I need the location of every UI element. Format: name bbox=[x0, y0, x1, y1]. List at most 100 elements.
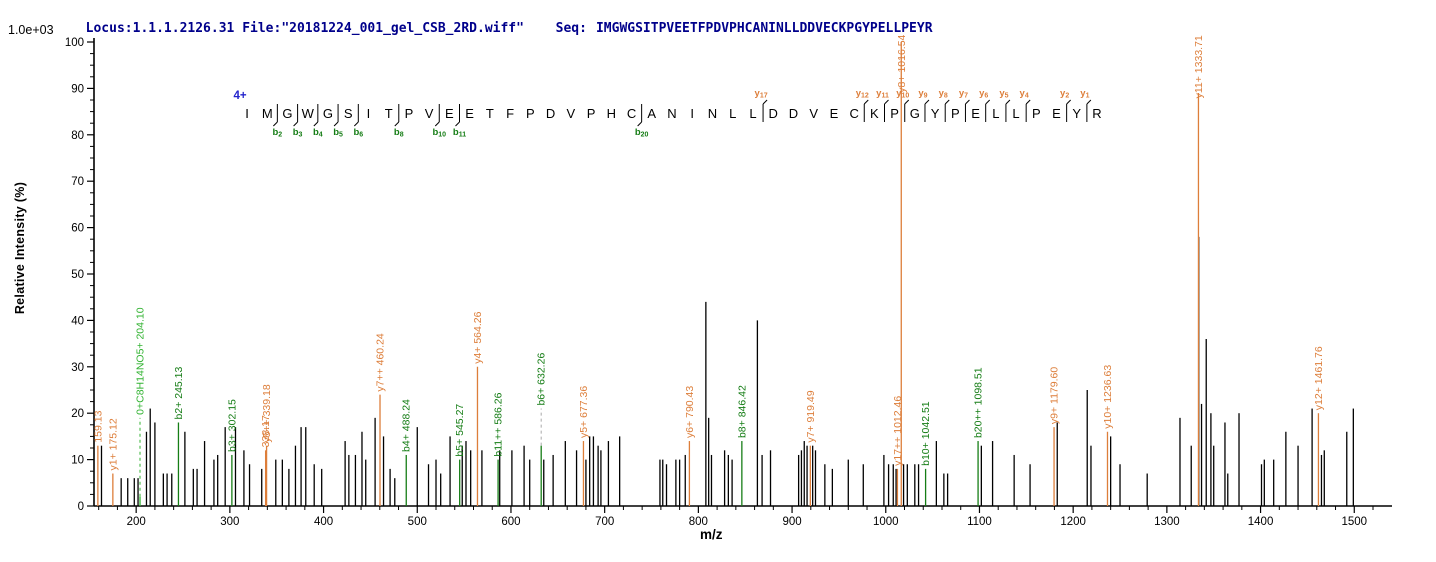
sequence-header: Seq: IMGWGSITPVEETFPDVPHCANINLLDDVECKPGYP… bbox=[540, 6, 933, 36]
y-ion-marker: y11 bbox=[876, 88, 889, 100]
peak-label: b10+ 1042.51 bbox=[920, 401, 932, 466]
residue-letter: P bbox=[890, 106, 899, 121]
y-tick-label: 90 bbox=[71, 83, 84, 95]
y-ion-tick bbox=[1066, 99, 1071, 105]
x-tick-label: 1000 bbox=[873, 516, 899, 528]
peak-label: y4+ 564.26 bbox=[472, 311, 484, 363]
residue-letter: D bbox=[546, 106, 555, 121]
b-ion-tick bbox=[394, 121, 400, 127]
x-tick-label: 1500 bbox=[1341, 516, 1367, 528]
peak-label: b6+ 632.26 bbox=[536, 353, 548, 406]
residue-letter: V bbox=[425, 106, 434, 121]
b-ion-marker: b11 bbox=[453, 127, 466, 139]
y-tick-label: 100 bbox=[65, 37, 84, 49]
b-ion-marker: b4 bbox=[313, 127, 323, 139]
b-ion-marker: b3 bbox=[293, 127, 303, 139]
residue-letter: V bbox=[566, 106, 575, 121]
residue-letter: L bbox=[992, 106, 999, 121]
residue-letter: Y bbox=[931, 106, 940, 121]
y-tick-label: 60 bbox=[71, 223, 84, 235]
residue-letter: W bbox=[302, 106, 315, 121]
y-ion-marker: y9 bbox=[918, 88, 927, 100]
residue-letter: F bbox=[506, 106, 514, 121]
x-tick-label: 200 bbox=[127, 516, 146, 528]
residue-letter: A bbox=[647, 106, 656, 121]
b-ion-tick bbox=[434, 121, 440, 127]
residue-letter: I bbox=[245, 106, 249, 121]
peak-label: 0+C8H14NO5+ 204.10 bbox=[135, 307, 147, 415]
y-ion-tick bbox=[944, 99, 950, 105]
y-tick-label: 40 bbox=[71, 315, 84, 327]
peak-label: y6+ 790.43 bbox=[684, 386, 696, 438]
residue-letter: G bbox=[323, 106, 333, 121]
peak-label: 159.13 bbox=[92, 410, 104, 442]
y-ion-tick bbox=[985, 99, 991, 105]
residue-letter: G bbox=[910, 106, 920, 121]
residue-letter: E bbox=[971, 106, 980, 121]
peak-label: y1+ 175.12 bbox=[107, 418, 119, 470]
residue-letter: H bbox=[607, 106, 616, 121]
y-ion-tick bbox=[924, 99, 930, 105]
residue-letter: N bbox=[708, 106, 717, 121]
x-tick-label: 1400 bbox=[1248, 516, 1274, 528]
y-ion-tick bbox=[1025, 99, 1031, 105]
peak-label: y8+ 1016.54 bbox=[896, 34, 908, 92]
peak-label: b2+ 245.13 bbox=[173, 366, 185, 419]
y-ion-marker: y5 bbox=[999, 88, 1008, 100]
peak-label: y17++ 1012.46 bbox=[892, 396, 904, 466]
peak-label: b8+ 846.42 bbox=[736, 385, 748, 438]
x-tick-label: 600 bbox=[501, 516, 520, 528]
b-ion-tick bbox=[333, 121, 339, 127]
y-ion-marker: y10 bbox=[896, 88, 909, 100]
residue-letter: E bbox=[1052, 106, 1061, 121]
b-ion-tick bbox=[353, 121, 359, 127]
y-tick-label: 50 bbox=[71, 269, 84, 281]
b-ion-marker: b2 bbox=[272, 127, 282, 139]
b-ion-tick bbox=[273, 121, 278, 127]
residue-letter: P bbox=[1032, 106, 1041, 121]
x-tick-label: 400 bbox=[314, 516, 333, 528]
x-tick-label: 500 bbox=[408, 516, 427, 528]
y-ion-tick bbox=[884, 99, 889, 105]
peak-label: b20++ 1098.51 bbox=[973, 367, 985, 438]
y-ion-marker: y17 bbox=[755, 88, 768, 100]
peak-label: b3+ 302.15 bbox=[226, 399, 238, 452]
b-ion-marker: b10 bbox=[432, 127, 446, 139]
residue-letter: L bbox=[1012, 106, 1019, 121]
y-ion-tick bbox=[863, 99, 869, 105]
residue-letter: E bbox=[830, 106, 839, 121]
residue-letter: N bbox=[667, 106, 676, 121]
x-axis-title: m/z bbox=[700, 527, 723, 542]
residue-letter: L bbox=[729, 106, 736, 121]
y-tick-label: 30 bbox=[71, 362, 84, 374]
y-tick-label: 70 bbox=[71, 176, 84, 188]
peak-label: b4+ 488.24 bbox=[401, 399, 413, 452]
x-tick-label: 900 bbox=[782, 516, 801, 528]
locus-file-text: Locus:1.1.1.2126.31 File:"20181224_001_g… bbox=[85, 21, 524, 36]
y-ion-marker: y8 bbox=[939, 88, 948, 100]
residue-letter: R bbox=[1092, 106, 1101, 121]
residue-letter: V bbox=[809, 106, 818, 121]
peak-label: y12+ 1461.76 bbox=[1313, 346, 1325, 410]
y-ion-tick bbox=[1086, 99, 1092, 105]
peak-label: b11++ 586.26 bbox=[493, 392, 505, 456]
peak-label: y5+ 677.36 bbox=[578, 386, 590, 438]
b-ion-tick bbox=[293, 121, 298, 127]
residue-letter: D bbox=[768, 106, 777, 121]
seq-prefix: Seq: bbox=[555, 21, 587, 36]
x-tick-label: 700 bbox=[595, 516, 614, 528]
y-tick-label: 10 bbox=[71, 455, 84, 467]
y-tick-label: 0 bbox=[78, 501, 84, 513]
peak-label: y5++ 339.18 bbox=[261, 384, 273, 443]
peak-label: b5+ 545.27 bbox=[454, 404, 466, 457]
b-ion-marker: b20 bbox=[635, 127, 649, 139]
x-tick-label: 1200 bbox=[1060, 516, 1086, 528]
b-ion-marker: b8 bbox=[394, 127, 404, 139]
peak-label: y11+ 1333.71 bbox=[1193, 35, 1205, 98]
residue-letter: P bbox=[951, 106, 960, 121]
charge-state-label: 4+ bbox=[233, 90, 246, 102]
y-ion-marker: y4 bbox=[1020, 88, 1029, 100]
residue-letter: I bbox=[367, 106, 371, 121]
b-ion-marker: b5 bbox=[333, 127, 343, 139]
